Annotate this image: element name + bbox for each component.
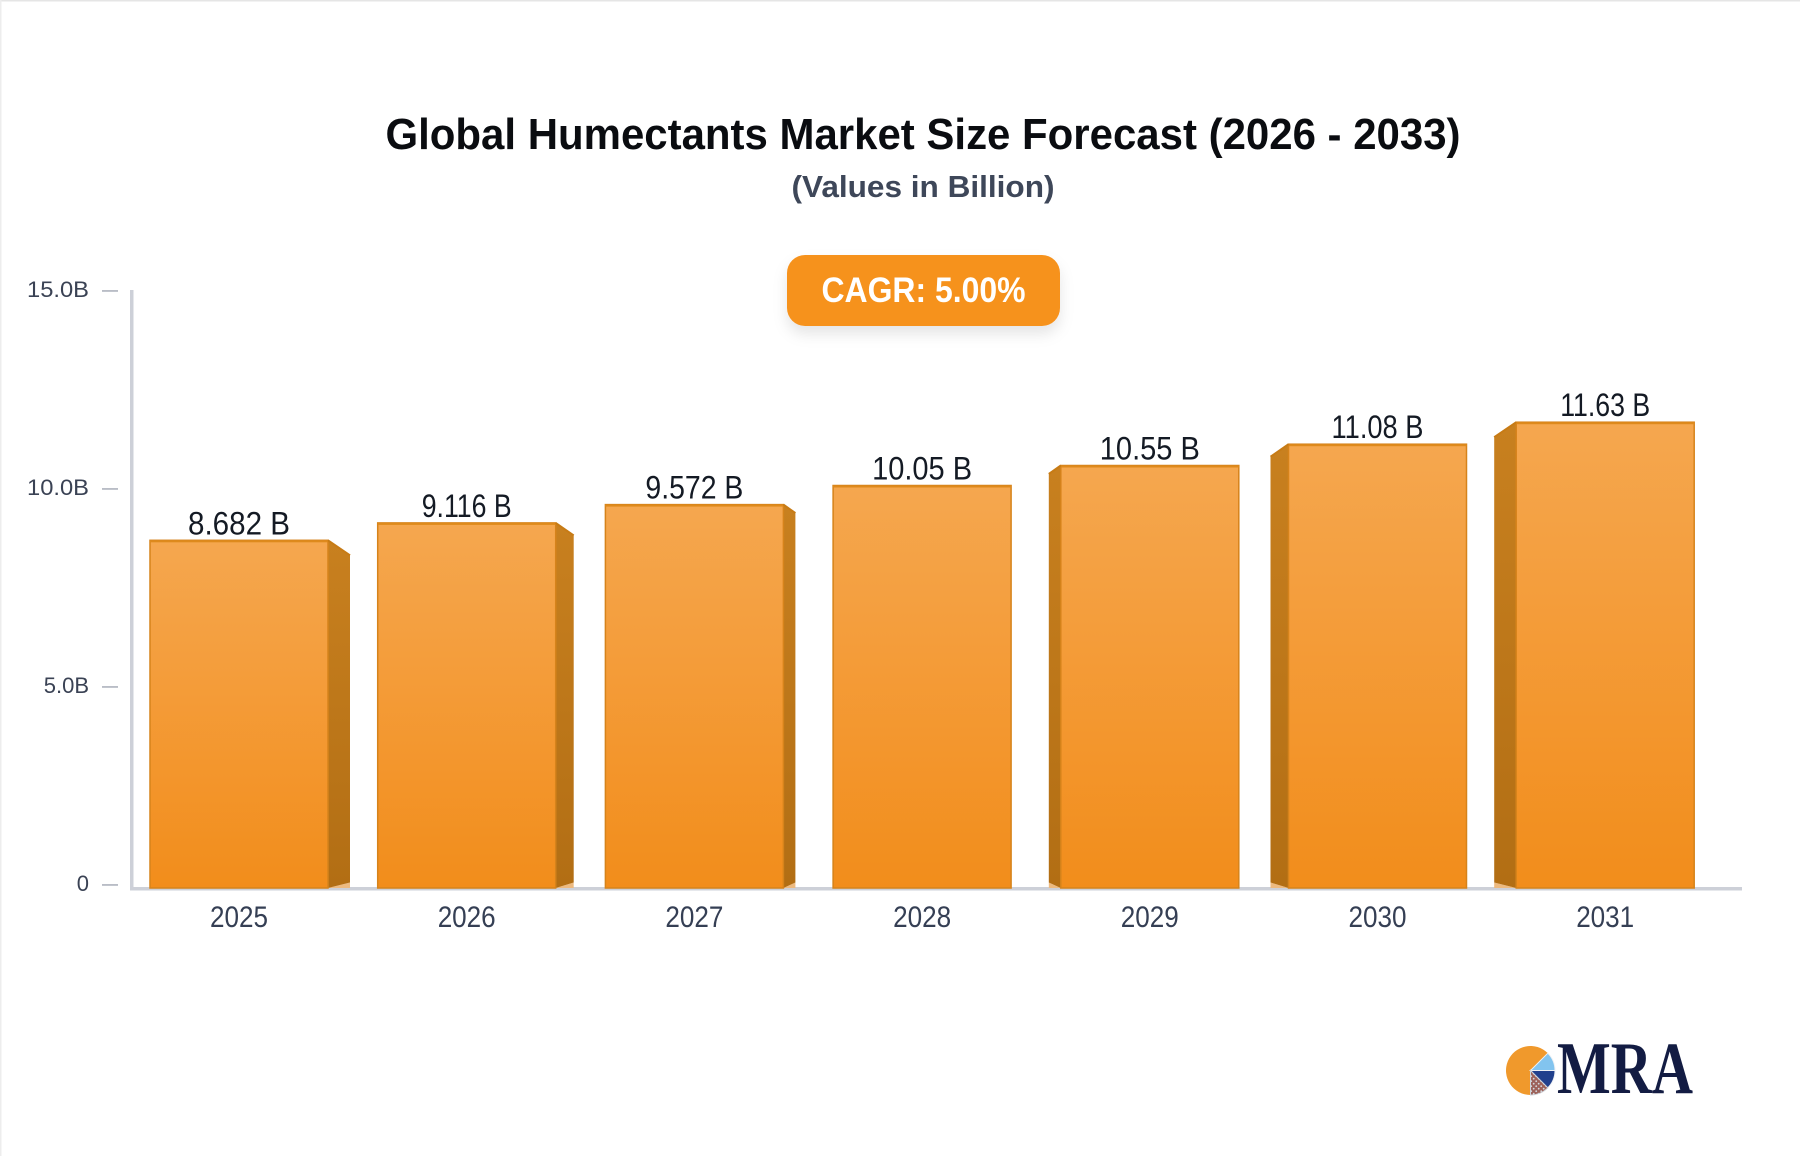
- svg-text:10.05 B: 10.05 B: [872, 451, 972, 487]
- svg-text:0: 0: [77, 871, 89, 896]
- svg-text:15.0B: 15.0B: [27, 277, 89, 302]
- svg-text:8.682 B: 8.682 B: [188, 505, 290, 541]
- svg-text:2027: 2027: [665, 901, 723, 934]
- svg-text:2030: 2030: [1349, 901, 1407, 934]
- svg-text:2026: 2026: [438, 901, 496, 934]
- svg-text:5.0B: 5.0B: [44, 673, 89, 698]
- svg-text:(Values in Billion): (Values in Billion): [792, 169, 1055, 204]
- svg-text:10.0B: 10.0B: [27, 475, 89, 500]
- svg-text:10.55 B: 10.55 B: [1100, 431, 1200, 467]
- svg-text:2028: 2028: [893, 901, 951, 934]
- svg-text:Global Humectants Market Size: Global Humectants Market Size Forecast (…: [386, 110, 1461, 159]
- svg-text:11.08 B: 11.08 B: [1332, 409, 1424, 445]
- svg-text:2029: 2029: [1121, 901, 1179, 934]
- svg-text:2025: 2025: [210, 901, 268, 934]
- svg-text:CAGR: 5.00%: CAGR: 5.00%: [822, 271, 1026, 310]
- svg-text:9.116 B: 9.116 B: [422, 488, 512, 524]
- svg-text:9.572 B: 9.572 B: [645, 470, 743, 506]
- svg-text:2031: 2031: [1576, 901, 1634, 934]
- svg-text:MRA: MRA: [1557, 1028, 1693, 1110]
- svg-text:11.63 B: 11.63 B: [1560, 387, 1650, 423]
